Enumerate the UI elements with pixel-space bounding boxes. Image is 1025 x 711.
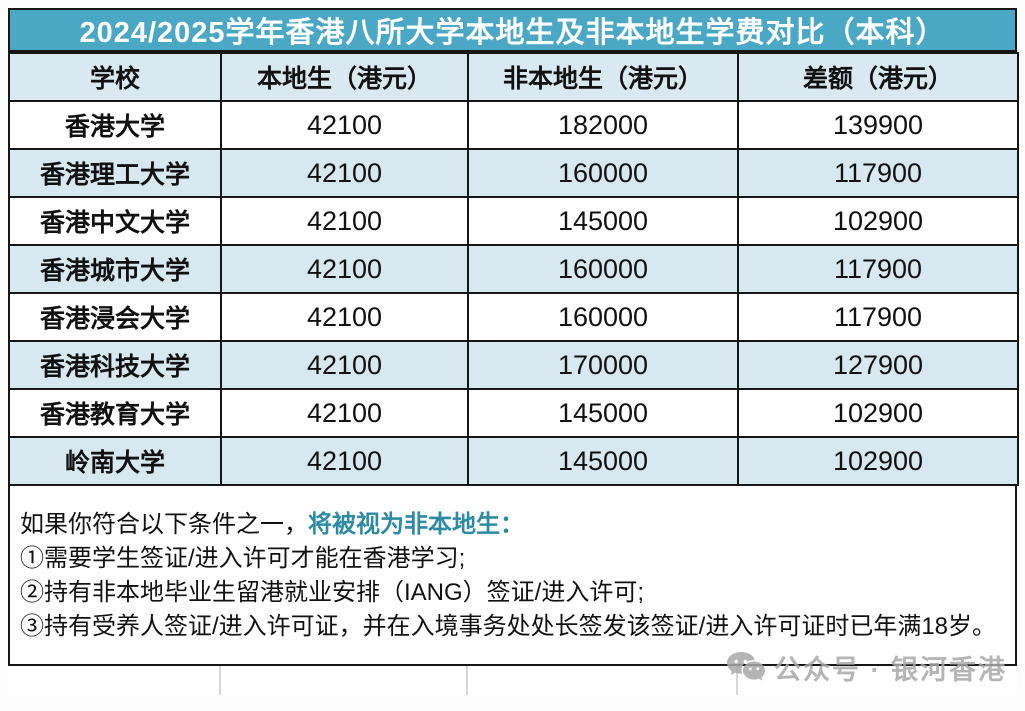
- school-cell: 香港科技大学: [8, 340, 222, 390]
- nonlocal-fee-cell: 160000: [467, 292, 739, 342]
- fee-diff-cell: 102900: [737, 388, 1019, 438]
- fee-diff-cell: 117900: [737, 292, 1019, 342]
- nonlocal-fee-cell: 145000: [467, 388, 739, 438]
- grid-line: [219, 666, 221, 695]
- table-row: 香港科技大学 42100 170000 127900: [8, 340, 1019, 390]
- school-cell: 香港城市大学: [8, 244, 222, 294]
- nonlocal-fee-cell: 182000: [467, 100, 739, 150]
- table-row: 香港中文大学 42100 145000 102900: [8, 196, 1019, 246]
- nonlocal-fee-cell: 170000: [467, 340, 739, 390]
- note-item-1: ①需要学生签证/进入许可才能在香港学习;: [20, 545, 466, 572]
- local-fee-cell: 42100: [220, 148, 469, 198]
- table-row: 香港浸会大学 42100 160000 117900: [8, 292, 1019, 342]
- fee-diff-cell: 117900: [737, 244, 1019, 294]
- note-item-2: ②持有非本地毕业生留港就业安排（IANG）签证/进入许可;: [20, 579, 645, 606]
- nonlocal-fee-cell: 145000: [467, 436, 739, 486]
- page-title: 2024/2025学年香港八所大学本地生及非本地生学费对比（本科）: [8, 8, 1017, 52]
- fee-diff-cell: 127900: [737, 340, 1019, 390]
- grid-line: [736, 666, 738, 695]
- column-header-diff: 差额（港元）: [737, 52, 1019, 102]
- local-fee-cell: 42100: [220, 196, 469, 246]
- tuition-comparison-table: 学校 本地生（港元） 非本地生（港元） 差额（港元） 香港大学 42100 18…: [8, 52, 1019, 486]
- fee-diff-cell: 117900: [737, 148, 1019, 198]
- notes-intro-highlight: 将被视为非本地生：: [308, 511, 524, 538]
- wechat-watermark: 公众号 · 银河香港: [726, 648, 1007, 687]
- school-cell: 香港浸会大学: [8, 292, 222, 342]
- nonlocal-fee-cell: 160000: [467, 244, 739, 294]
- notes-box: 如果你符合以下条件之一，将被视为非本地生： ①需要学生签证/进入许可才能在香港学…: [8, 486, 1017, 666]
- local-fee-cell: 42100: [220, 388, 469, 438]
- grid-line: [466, 666, 468, 695]
- local-fee-cell: 42100: [220, 292, 469, 342]
- local-fee-cell: 42100: [220, 436, 469, 486]
- notes-intro-plain: 如果你符合以下条件之一，: [20, 511, 308, 538]
- wechat-icon: [726, 651, 766, 685]
- school-cell: 香港大学: [8, 100, 222, 150]
- column-header-local: 本地生（港元）: [220, 52, 469, 102]
- column-header-school: 学校: [8, 52, 222, 102]
- school-cell: 香港教育大学: [8, 388, 222, 438]
- table-row: 香港教育大学 42100 145000 102900: [8, 388, 1019, 438]
- nonlocal-fee-cell: 145000: [467, 196, 739, 246]
- school-cell: 香港理工大学: [8, 148, 222, 198]
- wechat-watermark-label: 公众号 · 银河香港: [774, 655, 1007, 685]
- table-header-row: 学校 本地生（港元） 非本地生（港元） 差额（港元）: [8, 52, 1019, 102]
- column-header-nonlocal: 非本地生（港元）: [467, 52, 739, 102]
- table-row: 岭南大学 42100 145000 102900: [8, 436, 1019, 486]
- table-row: 香港理工大学 42100 160000 117900: [8, 148, 1019, 198]
- notes-intro-line: 如果你符合以下条件之一，将被视为非本地生：: [20, 508, 1005, 542]
- table-row: 香港城市大学 42100 160000 117900: [8, 244, 1019, 294]
- school-cell: 岭南大学: [8, 436, 222, 486]
- table-continuation-strip: [8, 666, 1017, 695]
- local-fee-cell: 42100: [220, 340, 469, 390]
- fee-diff-cell: 139900: [737, 100, 1019, 150]
- table-row: 香港大学 42100 182000 139900: [8, 100, 1019, 150]
- fee-diff-cell: 102900: [737, 196, 1019, 246]
- local-fee-cell: 42100: [220, 244, 469, 294]
- school-cell: 香港中文大学: [8, 196, 222, 246]
- fee-diff-cell: 102900: [737, 436, 1019, 486]
- nonlocal-fee-cell: 160000: [467, 148, 739, 198]
- note-item-3: ③持有受养人签证/进入许可证，并在入境事务处处长签发该签证/进入许可证时已年满1…: [20, 613, 997, 640]
- local-fee-cell: 42100: [220, 100, 469, 150]
